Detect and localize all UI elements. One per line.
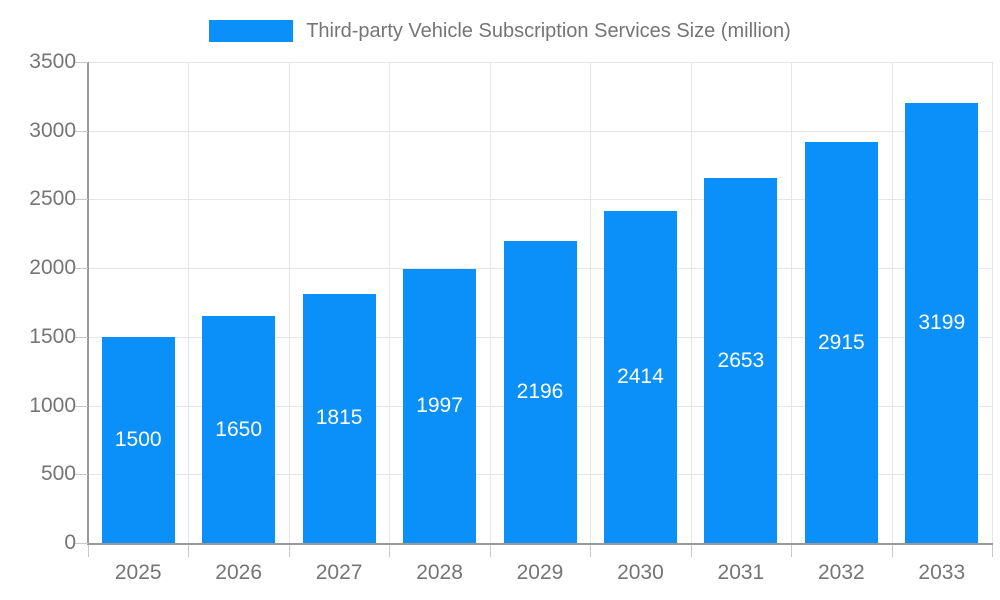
gridline-vertical [489,62,491,543]
x-axis-label: 2025 [114,561,162,584]
x-axis-label: 2026 [215,561,263,584]
bar[interactable] [503,241,577,543]
gridline-vertical [288,62,290,543]
x-tick [489,545,491,557]
gridline-horizontal [88,130,992,132]
y-tick [74,474,88,476]
legend-label[interactable]: Third-party Vehicle Subscription Service… [306,20,791,42]
legend-item[interactable]: Third-party Vehicle Subscription Service… [0,18,1000,44]
bar[interactable] [403,268,477,543]
x-axis-label: 2029 [516,561,564,584]
y-axis-label: 500 [40,462,76,486]
y-axis-label: 3500 [29,50,76,73]
legend-swatch[interactable] [209,20,294,42]
gridline-vertical [891,62,893,543]
x-tick [88,545,89,557]
y-axis [87,62,89,543]
bar[interactable] [905,103,979,543]
y-axis-label: 2500 [29,187,76,211]
x-tick [992,545,993,557]
x-axis-label: 2032 [817,561,865,584]
bar[interactable] [603,211,677,543]
bar[interactable] [302,293,376,543]
y-tick [74,336,88,338]
y-tick [74,62,88,63]
y-tick [74,130,88,132]
y-axis-label: 0 [64,531,76,554]
x-axis-label: 2030 [617,561,664,584]
bar[interactable] [202,316,276,543]
gridline-vertical [992,62,993,543]
x-axis [87,543,993,545]
gridline-vertical [590,62,592,543]
y-tick [74,268,88,270]
x-tick [188,545,190,557]
y-axis-label: 1000 [29,393,76,417]
y-tick [74,405,88,407]
y-tick [74,543,88,544]
x-tick [690,545,692,557]
x-axis-label: 2033 [918,561,966,584]
x-tick [389,545,391,557]
gridline-vertical [690,62,692,543]
y-axis-label: 2000 [29,256,76,280]
x-tick [891,545,893,557]
gridline-horizontal [88,62,992,63]
gridline-vertical [389,62,391,543]
gridline-vertical [188,62,190,543]
y-tick [74,199,88,201]
x-axis-label: 2028 [416,561,463,584]
bar[interactable] [101,336,175,543]
gridline-vertical [791,62,793,543]
x-axis-label: 2027 [315,561,363,584]
bar[interactable] [704,178,778,543]
y-axis-label: 3000 [29,118,76,142]
x-axis-label: 2031 [717,561,765,584]
x-tick [590,545,592,557]
x-tick [791,545,793,557]
y-axis-label: 1500 [29,324,76,348]
bar[interactable] [804,142,878,543]
x-tick [288,545,290,557]
